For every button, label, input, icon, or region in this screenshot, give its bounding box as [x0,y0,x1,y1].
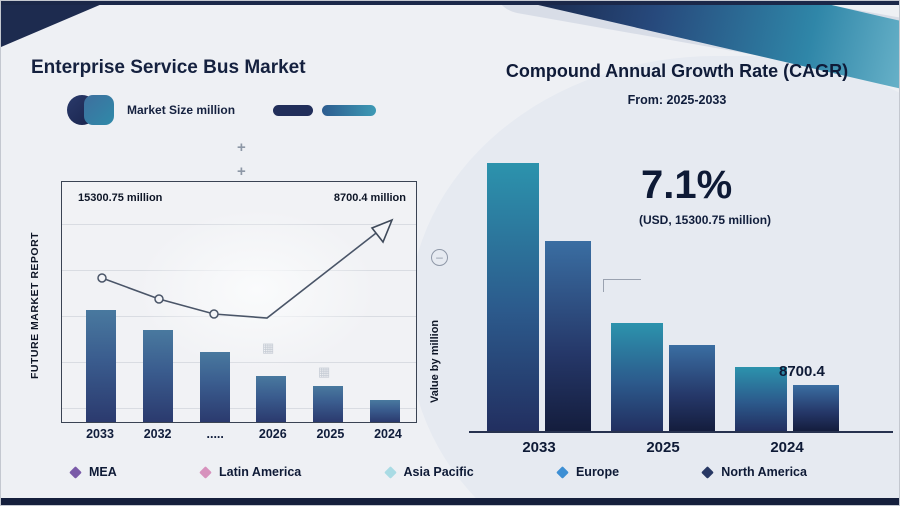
left-chart-bars [62,182,416,422]
legend-item-label: MEA [89,465,117,479]
grid-icon: ▦ [318,364,331,379]
region-legend: MEA Latin America Asia Pacific Europe North … [69,465,807,479]
left-chart-x-axis-labels: 2033 2032..... 2026 2025 2024 [61,427,417,441]
x-axis-tick-label: 2024 [374,427,402,441]
legend-item-europe: Europe [556,465,620,479]
right-chart-x-axis-labels: 2033 2025 2024 [487,439,839,456]
max-value-annotation: 15300.75 million [78,192,163,204]
bar-group-2033 [487,163,591,431]
x-axis-tick-label: 2033 [522,439,556,456]
legend-diamond-icon [199,465,212,479]
x-axis-tick-label: 2033 [86,427,114,441]
left-chart-bar [199,352,230,422]
legend-item-north-america: North America [701,465,807,479]
x-axis-tick-label: ..... [206,427,224,441]
secondary-bar [669,345,715,431]
x-axis-tick-label: 2025 [646,439,680,456]
plus-decoration: + [237,163,246,180]
legend-item-asia-pacific: Asia Pacific [383,465,474,479]
legend-diamond-icon [701,465,715,479]
pad-shape [84,95,114,125]
left-chart-title: Enterprise Service Bus Market [31,57,306,78]
legend-diamond-icon [69,465,82,479]
legend-item-mea: MEA [69,465,117,479]
right-chart-title: Compound Annual Growth Rate (CAGR) [505,61,849,81]
top-border [1,1,899,5]
legend-item-label: Europe [575,465,620,479]
right-chart-subtitle: From: 2025-2033 [627,93,727,107]
legend-item-latin-america: Latin America [199,465,302,479]
grid-icon: ▦ [262,340,275,355]
market-size-icon [67,95,115,125]
minus-circle-decoration: – [431,249,448,266]
left-chart-y-axis-label: FUTURE MARKET REPORT [29,231,41,379]
pill-shape-dark [273,105,313,116]
left-chart-bar [142,330,173,422]
legend-diamond-icon [383,465,397,479]
bracket-decoration [603,279,641,292]
left-chart-bar [256,376,287,422]
secondary-bar [793,385,839,431]
legend-label: Market Size million [127,103,236,117]
legend-item-label: North America [721,465,807,479]
legend-item-label: Asia Pacific [403,465,474,479]
corner-triangle [1,1,109,47]
secondary-bar [545,241,591,431]
primary-bar [735,367,787,431]
legend-diamond-icon [556,465,569,479]
x-axis-tick-label: 2025 [316,427,345,441]
left-chart-bar [86,310,116,422]
right-chart-bars [487,151,839,431]
left-chart-bar [369,400,400,422]
legend-item-label: Latin America [219,465,302,479]
x-axis-tick-label: 2026 [258,427,287,441]
end-value-annotation: 8700.4 million [333,192,406,204]
left-chart-legend: Market Size million [67,95,235,125]
pill-decorations [273,105,376,116]
x-axis-tick-label: 2032 [143,427,172,441]
pill-shape-gradient [322,105,376,116]
bar-value-annotation: 8700.4 [779,363,825,380]
bar-group-2024 [735,367,839,431]
left-chart-plot-area: 15300.75 million 8700.4 million ▦ ▦ [61,181,417,423]
bar-group-2025 [611,323,715,431]
cagr-value: 7.1% [641,163,733,207]
right-chart-y-axis-label: Value by million [429,319,441,404]
primary-bar [611,323,663,431]
x-axis-tick-label: 2024 [770,439,804,456]
primary-bar [487,163,539,431]
cagr-note: (USD, 15300.75 million) [639,213,772,227]
trend-line-arrow [97,218,394,319]
right-chart-baseline [469,431,893,433]
bottom-border [1,498,899,505]
plus-decoration: + [237,139,246,156]
left-chart-bar [313,386,344,422]
